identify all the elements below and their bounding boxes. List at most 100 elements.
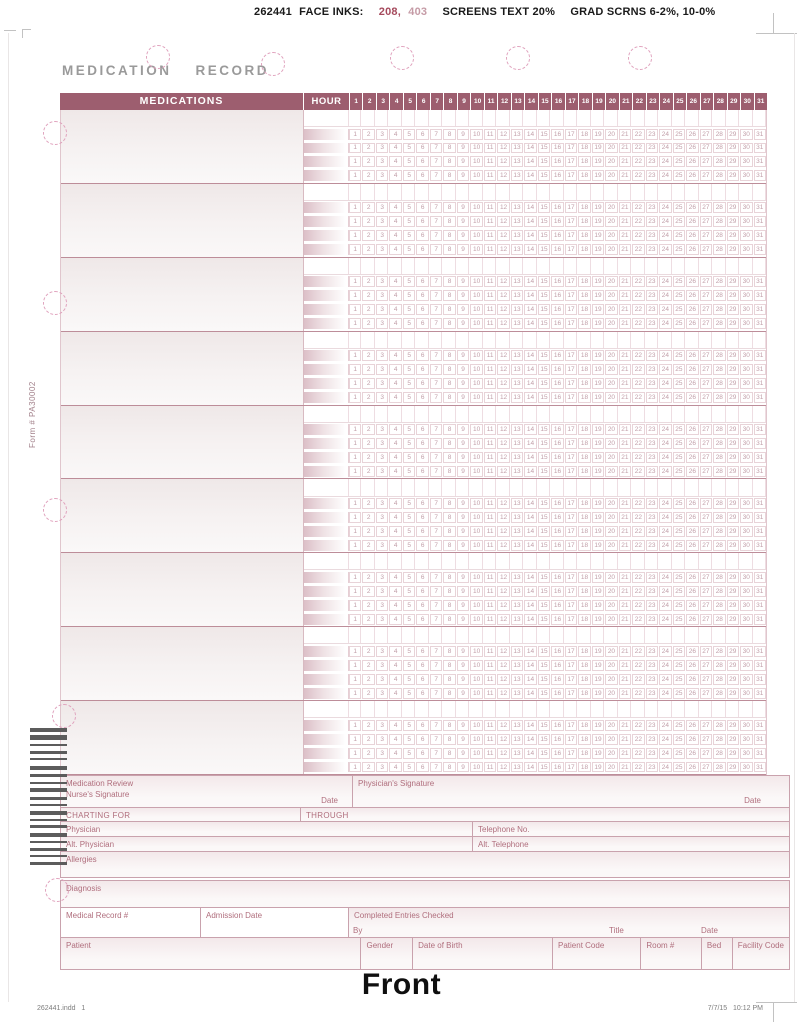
day-cell: 14 bbox=[524, 613, 537, 625]
day-cell: 2 bbox=[362, 465, 375, 477]
day-cell: 4 bbox=[389, 747, 402, 759]
day-cells: 1 2 3 4 5 6 7 8 9 10 11 12 13 14 15 16 17 18 19 20 21 22 23 24 2… bbox=[349, 585, 766, 597]
hour-row: 1 2 3 4 5 6 7 8 9 10 11 12 13 14 15 16 17 18 19 20 21 22 23 24 2… bbox=[304, 464, 766, 478]
hour-row: 1 2 3 4 5 6 7 8 9 10 11 12 13 14 15 16 17 18 19 20 21 22 23 24 2… bbox=[304, 437, 766, 451]
day-cell: 11 bbox=[483, 747, 497, 759]
day-cell bbox=[470, 257, 483, 274]
day-cell: 6 bbox=[416, 378, 429, 390]
day-header-cell: 6 bbox=[417, 93, 430, 110]
hour-rows: 1 2 3 4 5 6 7 8 9 10 11 12 13 14 15 16 17 18 19 20 21 22 23 24 2… bbox=[304, 331, 766, 405]
hour-cell bbox=[304, 216, 349, 228]
day-cell: 11 bbox=[483, 276, 497, 288]
day-cell: 15 bbox=[537, 645, 551, 657]
day-cell: 7 bbox=[429, 761, 443, 773]
day-cell bbox=[686, 331, 699, 348]
registration-mark-icon bbox=[506, 46, 530, 70]
day-cell: 31 bbox=[753, 318, 766, 330]
day-cell bbox=[740, 405, 753, 422]
day-cell bbox=[416, 553, 429, 570]
day-cells: 1 2 3 4 5 6 7 8 9 10 11 12 13 14 15 16 17 18 19 20 21 22 23 24 2… bbox=[349, 156, 766, 168]
day-cell: 12 bbox=[497, 364, 510, 376]
day-cell: 29 bbox=[726, 216, 740, 228]
day-cell bbox=[511, 183, 524, 200]
day-cell: 11 bbox=[483, 525, 497, 537]
day-cell: 18 bbox=[578, 128, 591, 140]
day-cell: 3 bbox=[375, 613, 389, 625]
day-cells: 1 2 3 4 5 6 7 8 9 10 11 12 13 14 15 16 17 18 19 20 21 22 23 24 2… bbox=[349, 733, 766, 745]
day-cell bbox=[713, 479, 726, 496]
day-cell bbox=[578, 701, 591, 718]
day-cell: 29 bbox=[726, 733, 740, 745]
day-cell: 8 bbox=[443, 156, 456, 168]
day-cell: 2 bbox=[362, 673, 375, 685]
hour-rows: 1 2 3 4 5 6 7 8 9 10 11 12 13 14 15 16 17 18 19 20 21 22 23 24 2… bbox=[304, 110, 766, 183]
day-cell: 27 bbox=[699, 571, 713, 583]
day-cell: 29 bbox=[726, 364, 740, 376]
day-cell: 2 bbox=[362, 128, 375, 140]
facility-code-cell: Facility Code bbox=[733, 938, 789, 969]
day-cell: 16 bbox=[551, 230, 564, 242]
day-cell: 17 bbox=[564, 539, 578, 551]
day-cell: 23 bbox=[645, 539, 659, 551]
day-cell: 16 bbox=[551, 747, 564, 759]
day-cell bbox=[578, 257, 591, 274]
day-cell: 6 bbox=[416, 719, 429, 731]
day-cell bbox=[565, 701, 578, 718]
day-cell: 31 bbox=[753, 452, 766, 463]
day-cell: 4 bbox=[389, 156, 402, 168]
day-cell: 10 bbox=[470, 465, 483, 477]
day-cell: 14 bbox=[524, 687, 537, 699]
day-cell: 19 bbox=[591, 424, 605, 436]
day-cell: 30 bbox=[740, 202, 753, 214]
day-cell bbox=[565, 627, 578, 644]
day-cell: 7 bbox=[429, 142, 443, 154]
day-cell: 5 bbox=[402, 304, 416, 316]
day-cell: 6 bbox=[416, 318, 429, 330]
day-cell bbox=[754, 701, 766, 718]
day-cell: 14 bbox=[524, 498, 537, 509]
day-cell bbox=[727, 479, 740, 496]
day-cell: 29 bbox=[726, 230, 740, 242]
patient-code-label: Patient Code bbox=[558, 941, 605, 950]
charting-for-label: CHARTING FOR bbox=[66, 811, 131, 820]
hour-cell bbox=[304, 553, 349, 570]
day-cell: 23 bbox=[645, 142, 659, 154]
day-cell: 5 bbox=[402, 465, 416, 477]
day-cell: 12 bbox=[497, 244, 510, 256]
day-cells: 1 2 3 4 5 6 7 8 9 10 11 12 13 14 15 16 17 18 19 20 21 22 23 24 2… bbox=[349, 290, 766, 302]
day-cell: 25 bbox=[672, 659, 686, 671]
hour-cell bbox=[304, 465, 349, 477]
day-cell: 3 bbox=[375, 645, 389, 657]
day-cell: 23 bbox=[645, 244, 659, 256]
day-cell: 6 bbox=[416, 290, 429, 302]
day-cell: 20 bbox=[605, 687, 618, 699]
day-cell: 16 bbox=[551, 424, 564, 436]
day-cell: 30 bbox=[740, 244, 753, 256]
day-cell: 9 bbox=[456, 142, 470, 154]
day-cell: 31 bbox=[753, 525, 766, 537]
hour-rows: 1 2 3 4 5 6 7 8 9 10 11 12 13 14 15 16 17 18 19 20 21 22 23 24 2… bbox=[304, 405, 766, 479]
day-cell: 20 bbox=[605, 202, 618, 214]
day-cell: 11 bbox=[483, 539, 497, 551]
day-header-cell: 24 bbox=[660, 93, 673, 110]
day-cell bbox=[700, 479, 713, 496]
day-cell: 19 bbox=[591, 216, 605, 228]
day-cell: 11 bbox=[483, 216, 497, 228]
day-cell: 22 bbox=[632, 539, 645, 551]
day-cell: 5 bbox=[402, 156, 416, 168]
day-cell bbox=[727, 183, 740, 200]
day-cell: 29 bbox=[726, 465, 740, 477]
day-cell: 8 bbox=[443, 290, 456, 302]
day-cell: 12 bbox=[497, 392, 510, 404]
day-cell: 21 bbox=[618, 392, 632, 404]
facility-code-label: Facility Code bbox=[737, 941, 784, 950]
day-cell: 18 bbox=[578, 465, 591, 477]
day-cell: 21 bbox=[618, 350, 632, 362]
day-cell: 25 bbox=[672, 142, 686, 154]
day-cells: 1 2 3 4 5 6 7 8 9 10 11 12 13 14 15 16 17 18 19 20 21 22 23 24 2… bbox=[349, 202, 766, 214]
day-cells: 1 2 3 4 5 6 7 8 9 10 11 12 13 14 15 16 17 18 19 20 21 22 23 24 2… bbox=[349, 378, 766, 390]
day-cell: 9 bbox=[456, 747, 470, 759]
day-cell: 25 bbox=[672, 438, 686, 450]
crop-mark bbox=[22, 29, 31, 30]
day-cell: 25 bbox=[672, 613, 686, 625]
